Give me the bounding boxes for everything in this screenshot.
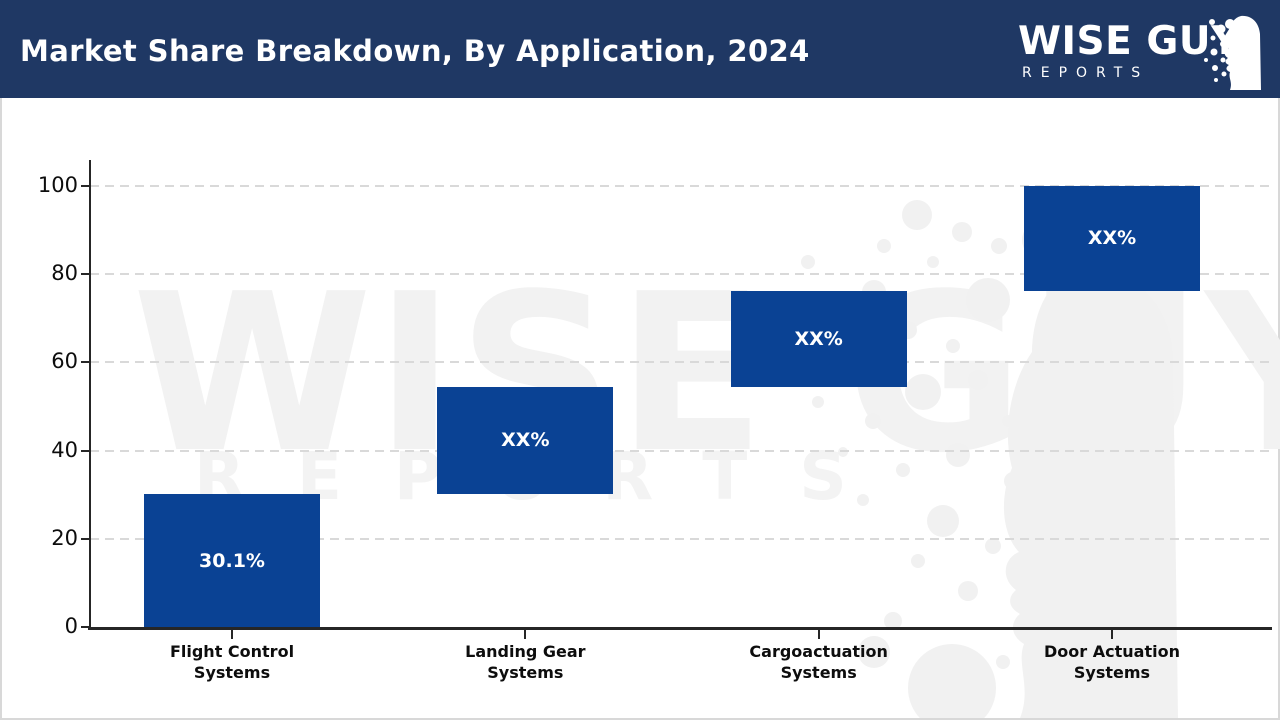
chart-title: Market Share Breakdown, By Application, … [20,34,810,68]
x-category-label-line: Systems [193,663,271,682]
y-tick-mark [81,449,89,452]
wise-guy-logo-icon: WISE GUY REPORTS [1018,15,1261,90]
x-category-label-line: Cargoactuation [749,642,888,661]
y-tick-label: 0 [64,614,78,638]
gridline [90,537,1270,540]
logo-wiseguy-text: WISE GUY [1018,19,1240,64]
x-category-label-line: Door Actuation [1044,642,1180,661]
y-tick-mark [81,537,89,540]
x-category-label-line: Landing Gear [465,642,586,661]
x-category-label: Cargoactuation Systems [749,641,888,683]
logo-face-icon [1203,15,1261,90]
y-tick-mark [81,185,89,187]
y-tick-mark [81,626,89,628]
waterfall-bar: 30.1% [144,494,320,627]
bar-value-label: 30.1% [199,549,265,572]
x-tick-mark [817,630,820,639]
gridline [90,273,1270,276]
gridline [90,185,1270,187]
y-tick-label: 60 [51,349,78,374]
y-tick-label: 80 [51,261,78,286]
x-category-label-line: Systems [780,663,857,682]
y-tick-label: 40 [51,437,78,462]
y-tick-label: 100 [37,173,78,197]
waterfall-bar: XX% [1023,186,1200,291]
gridline [90,449,1270,452]
x-category-label: Landing Gear Systems [465,641,585,683]
x-category-label-line: Systems [487,663,564,682]
logo-reports-text: REPORTS [1022,65,1149,81]
x-category-label: Flight Control Systems [170,641,294,683]
x-tick-mark [231,630,233,639]
brand-logo: WISE GUY REPORTS [1016,10,1266,90]
bar-value-label: XX% [501,429,550,452]
x-category-label-line: Flight Control [169,642,295,661]
plot-area: 0 20 40 60 80 100 30.1% Flight Control Systems XX… [2,98,1280,718]
y-axis-line [89,160,91,629]
x-category-label: Door Actuation Systems [1044,641,1180,683]
waterfall-bar: XX% [730,290,907,387]
y-tick-label: 20 [51,525,78,550]
bar-value-label: XX% [1087,227,1137,250]
gridline [90,361,1270,364]
y-tick-mark [81,273,89,276]
bar-value-label: XX% [794,327,843,350]
x-axis-line [88,627,1272,630]
waterfall-bar: XX% [437,386,614,495]
y-tick-mark [81,361,89,364]
x-category-label-line: Systems [1073,663,1151,682]
x-tick-mark [1110,630,1113,639]
x-tick-mark [524,630,527,639]
header-bar: Market Share Breakdown, By Application, … [0,0,1280,98]
